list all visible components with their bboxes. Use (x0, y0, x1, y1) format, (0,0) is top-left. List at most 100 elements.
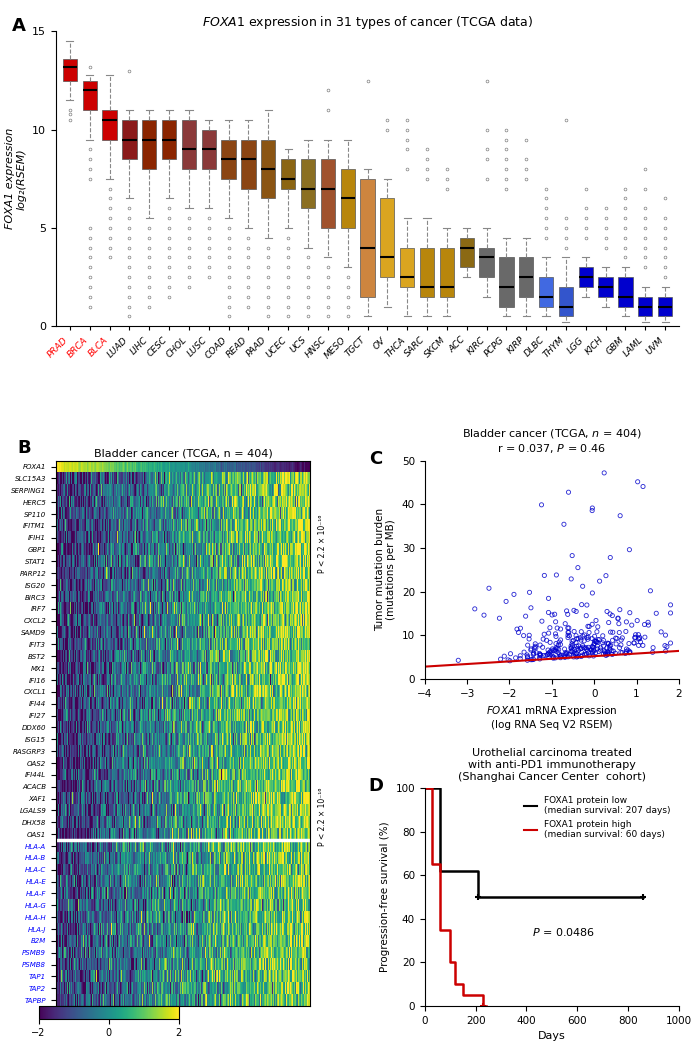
Point (547, 650, 559, 667)
Point (582, 631, 594, 648)
Point (522, 648, 533, 664)
Point (590, 633, 601, 650)
Point (651, 605, 662, 621)
Point (660, 627, 671, 643)
Point (534, 646, 545, 662)
Title: Urothelial carcinoma treated
with anti-PD1 immunotherapy
(Shanghai Cancer Center: Urothelial carcinoma treated with anti-P… (458, 748, 646, 782)
Point (571, 646, 582, 662)
Point (534, 649, 545, 665)
Point (550, 635, 561, 652)
Point (582, 629, 593, 646)
Point (589, 633, 600, 650)
PathPatch shape (360, 179, 374, 297)
Point (528, 646, 540, 662)
Point (575, 630, 586, 647)
Point (582, 629, 594, 646)
Point (606, 642, 617, 659)
Point (603, 614, 615, 631)
Point (550, 642, 561, 659)
Point (581, 641, 592, 658)
Point (550, 641, 561, 658)
Point (645, 583, 656, 599)
Point (562, 619, 573, 636)
Point (564, 628, 575, 645)
Text: D: D (369, 777, 384, 795)
Point (607, 624, 618, 640)
Point (581, 596, 592, 613)
Point (535, 636, 546, 653)
Point (592, 624, 603, 640)
Point (655, 624, 666, 640)
Point (589, 635, 600, 652)
Point (587, 616, 598, 633)
Point (494, 610, 505, 627)
Point (592, 631, 603, 648)
PathPatch shape (202, 130, 216, 169)
Point (484, 580, 495, 596)
Point (495, 651, 506, 668)
Point (522, 637, 533, 654)
Point (607, 632, 618, 649)
Point (595, 639, 606, 656)
Point (514, 650, 526, 667)
PathPatch shape (281, 159, 295, 189)
Point (583, 645, 594, 661)
Point (559, 649, 570, 665)
Point (543, 604, 554, 620)
Point (538, 647, 549, 663)
Point (578, 628, 589, 645)
Point (559, 615, 570, 632)
Point (544, 643, 555, 660)
Point (639, 616, 650, 633)
Point (526, 651, 538, 668)
Point (571, 646, 582, 662)
Point (526, 640, 537, 657)
Point (524, 627, 535, 643)
Point (547, 607, 558, 624)
Point (602, 646, 613, 662)
Point (604, 637, 615, 654)
Point (624, 643, 636, 660)
Point (624, 645, 635, 661)
Point (610, 645, 621, 661)
Point (513, 624, 524, 640)
Point (570, 628, 582, 645)
Point (621, 643, 632, 660)
Point (602, 646, 613, 662)
Point (568, 624, 580, 640)
Point (542, 646, 554, 662)
Point (530, 635, 541, 652)
Point (621, 640, 632, 657)
Point (578, 639, 589, 656)
Point (630, 627, 641, 643)
Point (603, 643, 614, 660)
Point (598, 642, 610, 659)
Point (598, 632, 609, 649)
Point (512, 620, 523, 637)
PathPatch shape (579, 267, 593, 287)
Point (605, 549, 616, 566)
Point (587, 630, 598, 647)
Point (545, 642, 557, 659)
Point (555, 636, 566, 653)
Point (601, 603, 612, 619)
Point (631, 612, 643, 629)
Point (638, 478, 649, 495)
Point (576, 645, 587, 661)
PathPatch shape (440, 247, 454, 297)
Point (615, 507, 626, 524)
Point (617, 645, 628, 661)
Point (538, 631, 549, 648)
Point (567, 642, 578, 659)
Point (559, 645, 570, 661)
Point (548, 649, 559, 665)
Point (633, 637, 644, 654)
Point (568, 632, 579, 649)
Point (530, 638, 541, 655)
Point (612, 610, 624, 627)
Point (583, 639, 594, 656)
Point (563, 624, 574, 640)
Point (602, 635, 613, 652)
PathPatch shape (519, 258, 533, 297)
PathPatch shape (539, 277, 553, 307)
